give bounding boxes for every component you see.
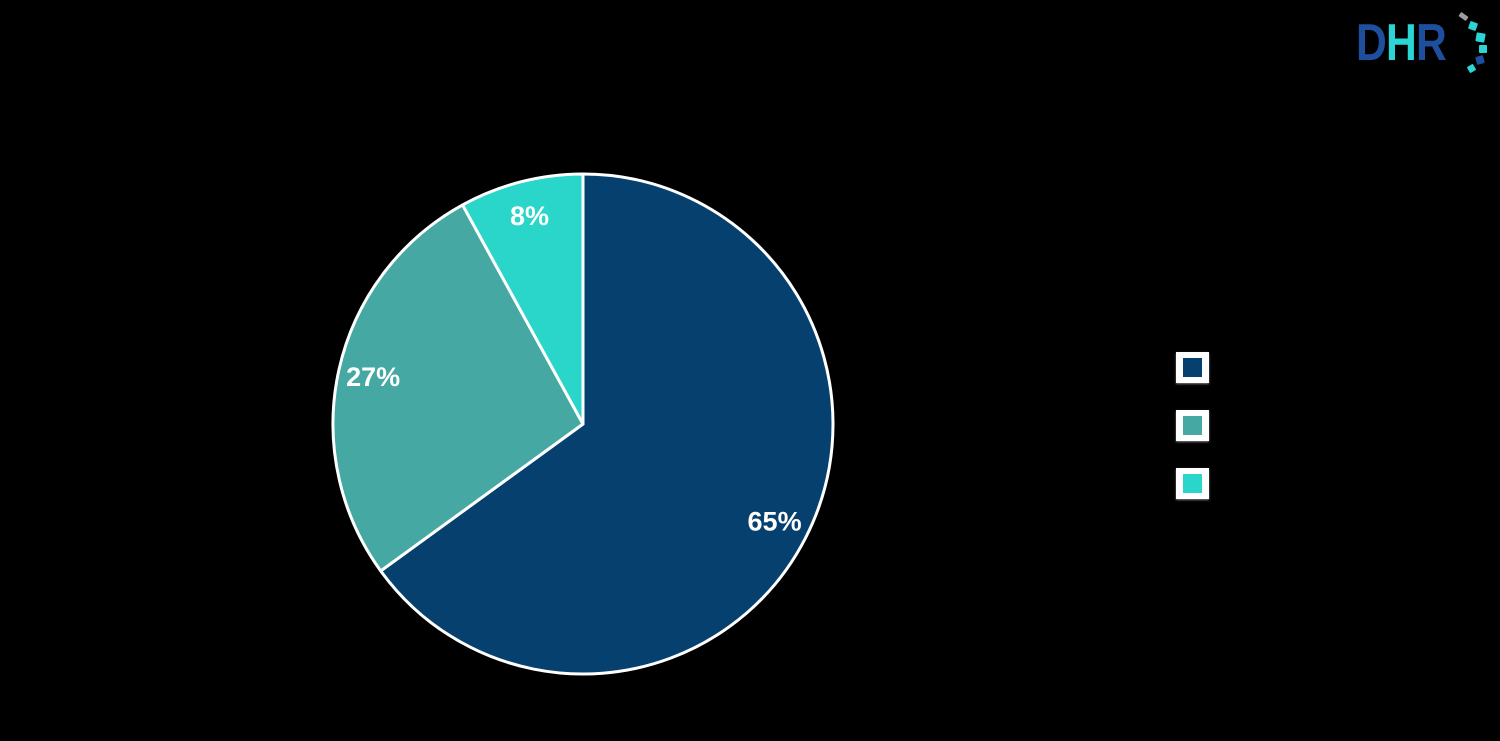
logo-letter-R: R — [1415, 14, 1447, 72]
pie-data-label-27: 27% — [346, 362, 400, 392]
legend-item — [1176, 468, 1209, 499]
pie-data-label-65: 65% — [748, 507, 802, 537]
legend-swatch-icon — [1183, 416, 1202, 435]
legend-swatch-icon — [1183, 358, 1202, 377]
legend-item — [1176, 352, 1209, 383]
logo-circuit-dot-icon — [1458, 11, 1469, 22]
dhr-logo: DHR — [1356, 11, 1492, 78]
chart-legend — [1176, 352, 1209, 499]
logo-circuit-dot-icon — [1479, 45, 1487, 53]
logo-circuit-dot-icon — [1475, 55, 1485, 65]
logo-circuit-dot-icon — [1475, 32, 1486, 43]
pie-slice-27 — [331, 203, 585, 573]
logo-circuit-dot-icon — [1466, 63, 1477, 74]
legend-swatch-icon — [1183, 474, 1202, 493]
pie-slice-65 — [379, 172, 835, 676]
legend-item — [1176, 410, 1209, 441]
pie-slice-8 — [461, 172, 585, 426]
logo-circuit-dot-icon — [1467, 20, 1479, 32]
dhr-logo-letters: DHR — [1356, 12, 1447, 74]
pie-data-label-8: 8% — [510, 201, 549, 231]
logo-letter-D: D — [1356, 14, 1387, 72]
logo-letter-H: H — [1385, 14, 1417, 72]
